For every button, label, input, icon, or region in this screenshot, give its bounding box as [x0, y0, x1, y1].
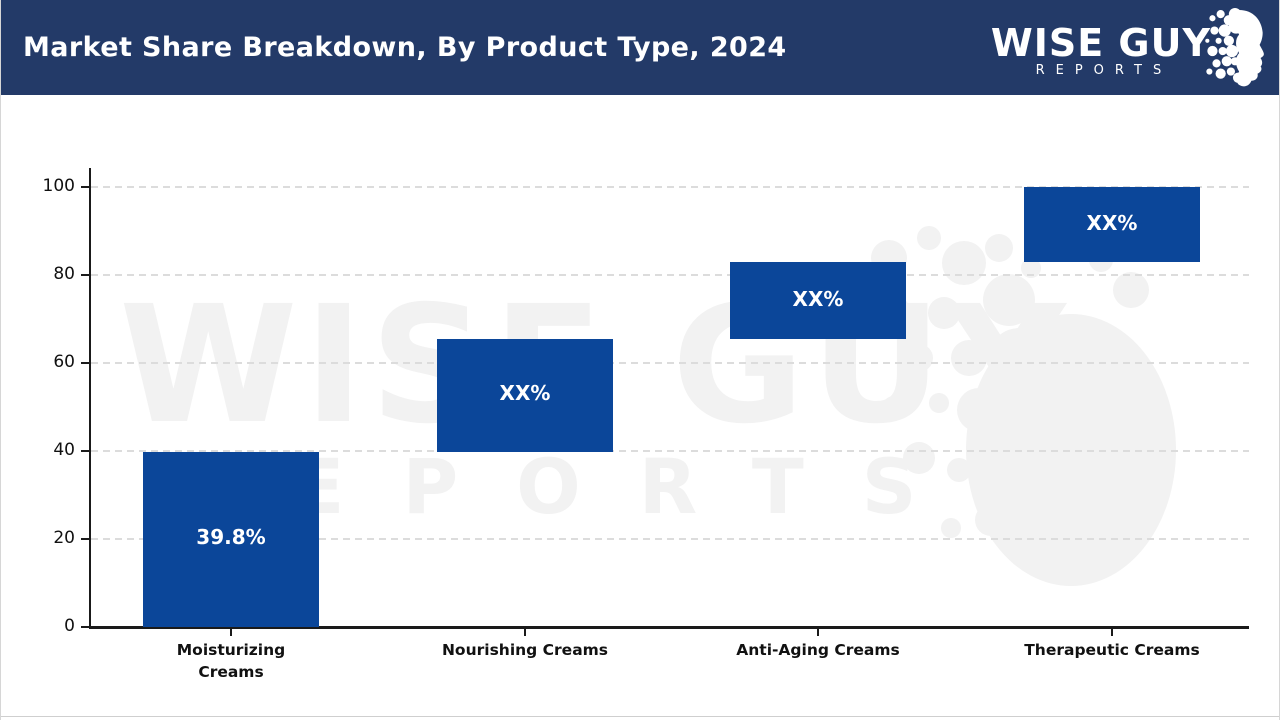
bar-nourishing-creams: XX% — [437, 338, 613, 452]
x-tick-0 — [230, 629, 232, 636]
x-tick-1 — [524, 629, 526, 636]
page-title: Market Share Breakdown, By Product Type,… — [23, 32, 787, 63]
gridline-80 — [91, 274, 1249, 276]
bar-value-label: XX% — [1086, 210, 1138, 235]
brand-logo-text: WISE GUY REPORTS — [990, 20, 1211, 79]
bar-value-label: XX% — [499, 381, 551, 406]
gridline-60 — [91, 362, 1249, 364]
y-tick-40 — [81, 450, 90, 452]
brand-name: WISE GUY — [990, 20, 1211, 65]
y-tick-100 — [81, 186, 90, 188]
brand-logo: WISE GUY REPORTS — [991, 8, 1267, 94]
x-tick-3 — [1111, 629, 1113, 636]
bar-anti-aging-creams: XX% — [730, 262, 906, 339]
x-category-label-2: Anti-Aging Creams — [736, 641, 900, 659]
bar-therapeutic-creams: XX% — [1024, 187, 1200, 263]
y-tick-60 — [81, 362, 90, 364]
gridline-40 — [91, 450, 1249, 452]
y-tick-0 — [81, 626, 90, 628]
y-tick-label-60: 60 — [53, 352, 75, 372]
brand-head-icon — [1203, 8, 1267, 94]
y-axis-spine — [89, 168, 91, 628]
bar-value-label: 39.8% — [196, 525, 266, 550]
x-category-label-1: Nourishing Creams — [441, 641, 609, 659]
y-tick-label-40: 40 — [53, 440, 75, 460]
x-axis-spine — [89, 626, 1249, 629]
y-tick-label-100: 100 — [42, 176, 75, 196]
y-tick-label-80: 80 — [53, 264, 75, 284]
y-tick-20 — [81, 538, 90, 540]
y-tick-label-0: 0 — [64, 616, 75, 636]
gridline-100 — [91, 186, 1249, 188]
y-tick-label-20: 20 — [53, 528, 75, 548]
y-tick-80 — [81, 274, 90, 276]
gridline-20 — [91, 538, 1249, 540]
bottom-frame-line — [1, 716, 1279, 717]
x-tick-2 — [817, 629, 819, 636]
x-category-label-0: Moisturizing Creams — [176, 641, 286, 681]
bar-moisturizing-creams: 39.8% — [143, 451, 319, 627]
header-band: Market Share Breakdown, By Product Type,… — [1, 0, 1279, 95]
bar-value-label: XX% — [792, 286, 844, 311]
x-category-label-3: Therapeutic Creams — [1024, 641, 1200, 659]
brand-subname: REPORTS — [1035, 63, 1173, 79]
